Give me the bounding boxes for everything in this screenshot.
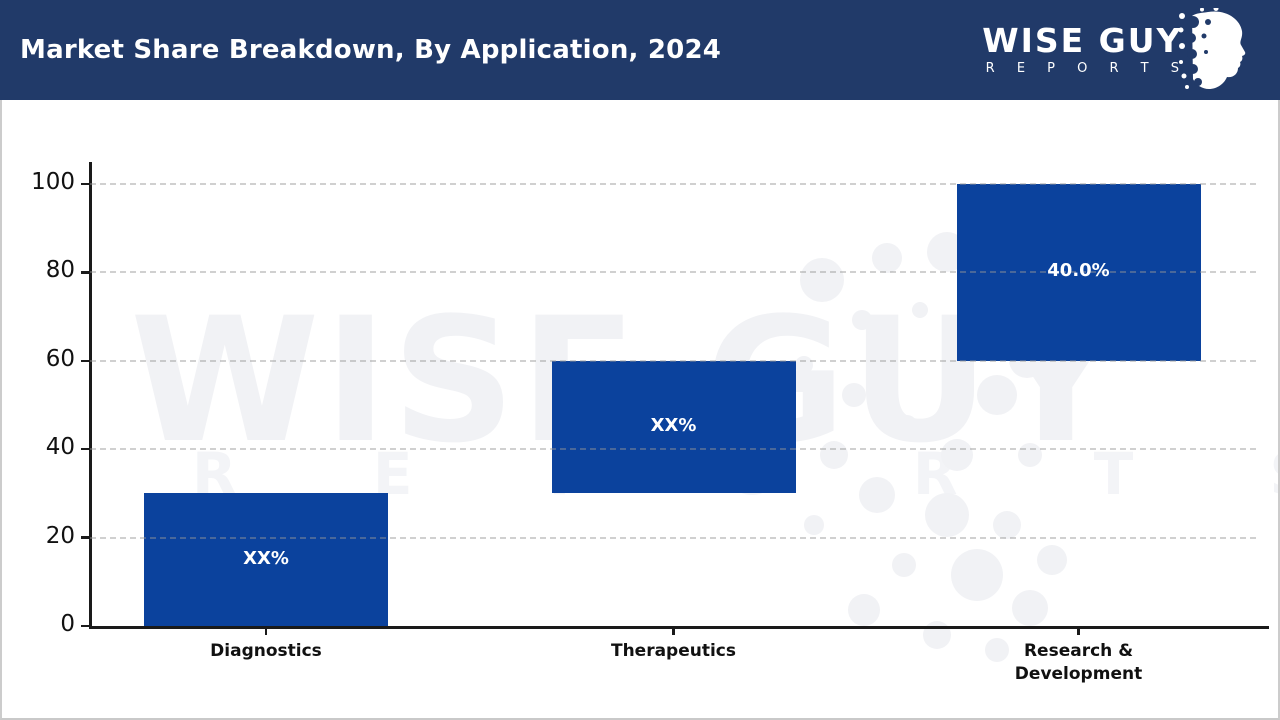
y-axis-tick-label: 80: [45, 257, 75, 284]
logo-subtitle: R E P O R T S: [985, 61, 1188, 76]
x-axis-tick: [672, 626, 675, 635]
chart-area: WISE GUY R E P O R T S 020406080100XX%Di…: [0, 100, 1280, 720]
x-axis-tick: [264, 626, 268, 635]
wiseguy-face-icon: [1178, 8, 1246, 90]
header-bar: Market Share Breakdown, By Application, …: [0, 0, 1280, 100]
bar-segment: [144, 493, 388, 626]
y-axis-tick-label: 0: [60, 611, 75, 637]
y-axis-tick: [81, 359, 90, 363]
x-axis-tick: [1077, 626, 1080, 635]
y-axis-tick: [81, 271, 90, 274]
logo-wordmark: WISE GUY: [982, 21, 1183, 60]
bar-value-label: 40.0%: [1047, 260, 1110, 282]
y-axis-tick-label: 20: [45, 522, 75, 549]
page-title: Market Share Breakdown, By Application, …: [20, 35, 722, 65]
gridline-80: [90, 271, 1256, 274]
category-label: Diagnostics: [210, 641, 322, 661]
y-axis-tick: [81, 447, 90, 451]
y-axis-tick-label: 60: [45, 345, 75, 372]
bar-segment: [956, 184, 1201, 361]
bar-value-label: XX%: [650, 415, 697, 437]
y-axis-tick-label: 100: [31, 169, 75, 196]
gridline-20: [90, 536, 1256, 539]
y-axis-line: [89, 162, 92, 626]
category-label: Therapeutics: [610, 641, 737, 661]
bar-segment: [551, 360, 796, 494]
gridline-60: [90, 359, 1256, 362]
gridline-40: [90, 448, 1256, 451]
x-axis-line: [89, 626, 1269, 629]
wiseguy-logo: WISE GUY R E P O R T S: [977, 8, 1252, 92]
y-axis-tick: [81, 536, 90, 539]
y-axis-tick-label: 40: [45, 434, 75, 461]
plot-canvas: 0 20 40 60 80 100 XX% Diagnostics XX% Therapeutic…: [2, 100, 1278, 718]
bar-value-label: XX%: [243, 547, 289, 569]
y-axis-tick: [81, 624, 90, 628]
gridline-100: [90, 183, 1256, 186]
wiseguy-logo-text: WISE GUY R E P O R T S: [977, 21, 1188, 77]
category-label: Research & Development: [1014, 641, 1143, 684]
y-axis-tick: [81, 182, 90, 186]
